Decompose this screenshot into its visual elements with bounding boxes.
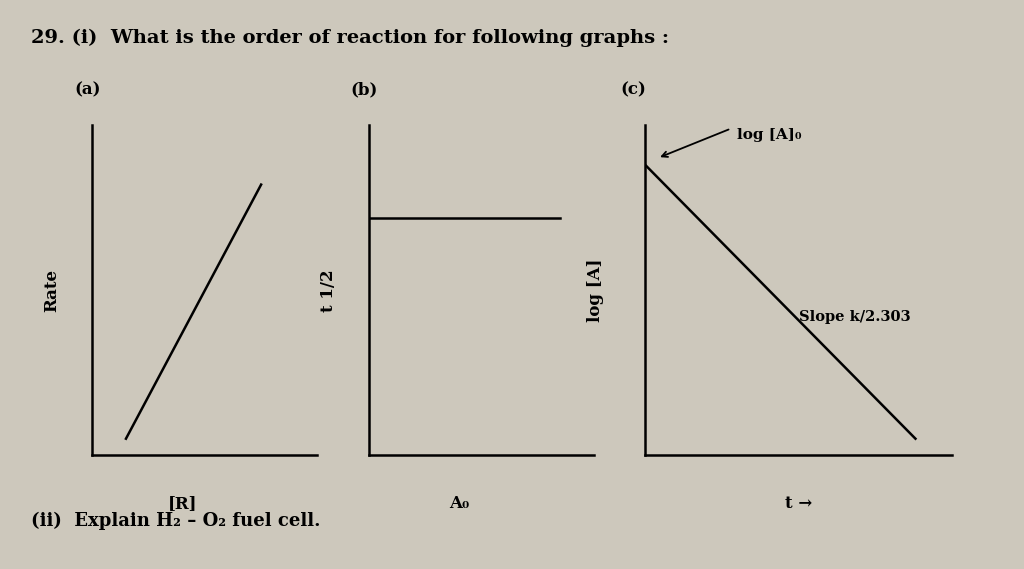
Text: log [A]: log [A] — [588, 258, 604, 322]
Text: t 1/2: t 1/2 — [319, 269, 337, 311]
Text: [R]: [R] — [168, 495, 197, 512]
Text: 29. (i)  What is the order of reaction for following graphs :: 29. (i) What is the order of reaction fo… — [31, 28, 669, 47]
Text: Rate: Rate — [43, 269, 60, 312]
Text: t →: t → — [785, 495, 812, 512]
Text: A₀: A₀ — [449, 495, 469, 512]
Text: log [A]₀: log [A]₀ — [737, 129, 802, 142]
Text: (c): (c) — [621, 82, 646, 99]
Text: (b): (b) — [350, 82, 378, 99]
Text: Slope k/2.303: Slope k/2.303 — [799, 310, 910, 324]
Text: (ii)  Explain H₂ – O₂ fuel cell.: (ii) Explain H₂ – O₂ fuel cell. — [31, 512, 321, 530]
Text: (a): (a) — [74, 82, 100, 99]
